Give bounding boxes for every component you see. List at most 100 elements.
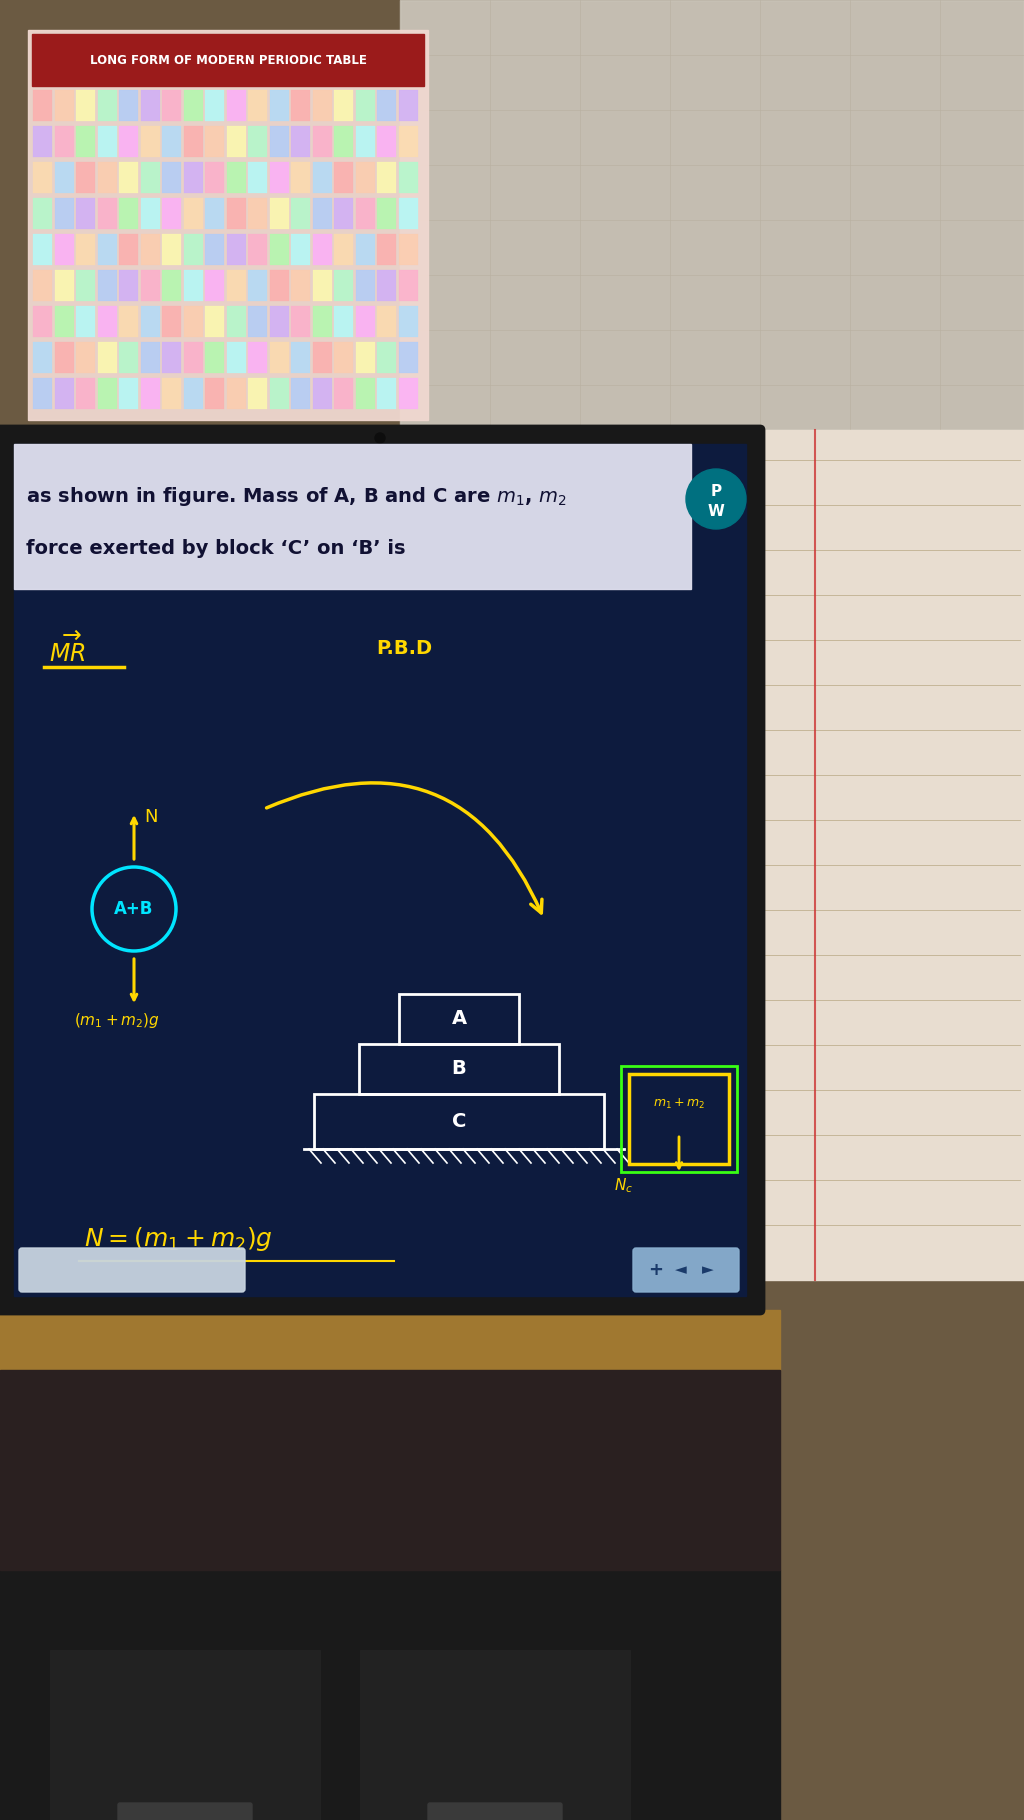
Bar [248,126,267,157]
Circle shape [375,433,385,442]
Text: +: + [648,1261,664,1279]
Bar [76,342,95,373]
Bar [398,306,418,337]
Bar [334,342,353,373]
Bar [226,198,246,229]
Bar [269,306,289,337]
Text: P: P [711,484,722,499]
Bar [162,198,181,229]
Bar [334,379,353,410]
Bar [33,342,52,373]
Bar [355,269,375,300]
Bar [97,126,117,157]
Bar [398,198,418,229]
Circle shape [686,470,746,530]
Bar [291,89,310,120]
Bar [14,444,691,590]
Bar [312,198,332,229]
Bar [140,162,160,193]
Bar [33,198,52,229]
Bar [248,306,267,337]
Bar [33,89,52,120]
Bar [291,235,310,266]
Bar [97,89,117,120]
Bar [97,306,117,337]
FancyBboxPatch shape [0,426,764,1314]
Text: C: C [452,1112,466,1130]
Text: LONG FORM OF MODERN PERIODIC TABLE: LONG FORM OF MODERN PERIODIC TABLE [89,53,367,67]
Bar [205,198,224,229]
Bar [183,269,203,300]
Text: P.B.D: P.B.D [376,639,432,659]
Bar [54,126,74,157]
Bar [291,342,310,373]
Bar [312,342,332,373]
Bar [360,1651,630,1820]
Bar [76,269,95,300]
Bar [205,379,224,410]
Bar [355,89,375,120]
Bar [248,342,267,373]
Bar [226,126,246,157]
Bar [119,306,138,337]
Bar [377,89,396,120]
Bar [119,198,138,229]
Bar [119,162,138,193]
Bar [359,1045,559,1094]
Bar [248,198,267,229]
Bar [398,269,418,300]
Bar [50,1651,319,1820]
Bar [97,269,117,300]
Bar [334,235,353,266]
Bar [355,162,375,193]
Bar [205,126,224,157]
Bar [377,342,396,373]
Bar [398,342,418,373]
Bar [97,198,117,229]
Bar [760,430,1024,1279]
Bar [76,198,95,229]
Bar [377,198,396,229]
Bar [291,269,310,300]
Bar [76,126,95,157]
Text: force exerted by block ‘C’ on ‘B’ is: force exerted by block ‘C’ on ‘B’ is [26,539,406,559]
Bar [377,306,396,337]
Bar [162,235,181,266]
Bar [621,1067,737,1172]
Bar [28,29,428,420]
Bar [291,126,310,157]
Bar [97,162,117,193]
Text: W: W [708,504,724,519]
Bar [291,379,310,410]
Bar [248,269,267,300]
Bar [183,342,203,373]
Bar [226,235,246,266]
Bar [312,235,332,266]
Bar [291,198,310,229]
Bar [205,269,224,300]
Bar [355,306,375,337]
Bar [312,306,332,337]
Bar [398,235,418,266]
Bar [355,342,375,373]
Bar [269,235,289,266]
Bar [334,162,353,193]
Bar [76,379,95,410]
Bar [162,342,181,373]
FancyBboxPatch shape [633,1249,739,1292]
Bar [54,89,74,120]
Text: A+B: A+B [115,901,154,917]
Text: ►: ► [702,1263,714,1278]
Bar [0,1370,780,1571]
Bar [355,126,375,157]
Bar [54,162,74,193]
Bar [162,269,181,300]
Bar [398,162,418,193]
Text: N: N [144,808,158,826]
Bar [226,269,246,300]
Bar [355,198,375,229]
Bar [398,89,418,120]
Bar [76,89,95,120]
Bar [248,162,267,193]
Bar [226,306,246,337]
